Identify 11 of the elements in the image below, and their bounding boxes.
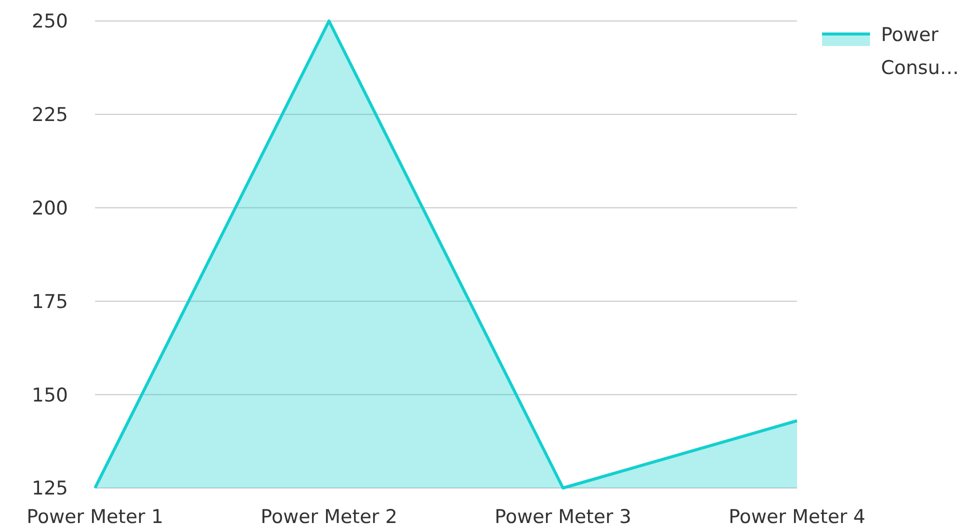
x-tick-label: Power Meter 3 bbox=[494, 506, 632, 528]
y-tick-label: 250 bbox=[32, 10, 68, 33]
x-tick-label: Power Meter 4 bbox=[728, 506, 866, 528]
y-tick-label: 150 bbox=[32, 384, 68, 406]
y-tick-label: 125 bbox=[32, 478, 68, 500]
x-tick-label: Power Meter 1 bbox=[26, 506, 164, 528]
y-tick-label: 225 bbox=[32, 104, 68, 126]
legend-label: Power Consu… bbox=[881, 24, 959, 79]
x-tick-label: Power Meter 2 bbox=[260, 506, 398, 528]
y-tick-label: 175 bbox=[32, 290, 68, 313]
y-tick-label: 200 bbox=[32, 197, 68, 220]
